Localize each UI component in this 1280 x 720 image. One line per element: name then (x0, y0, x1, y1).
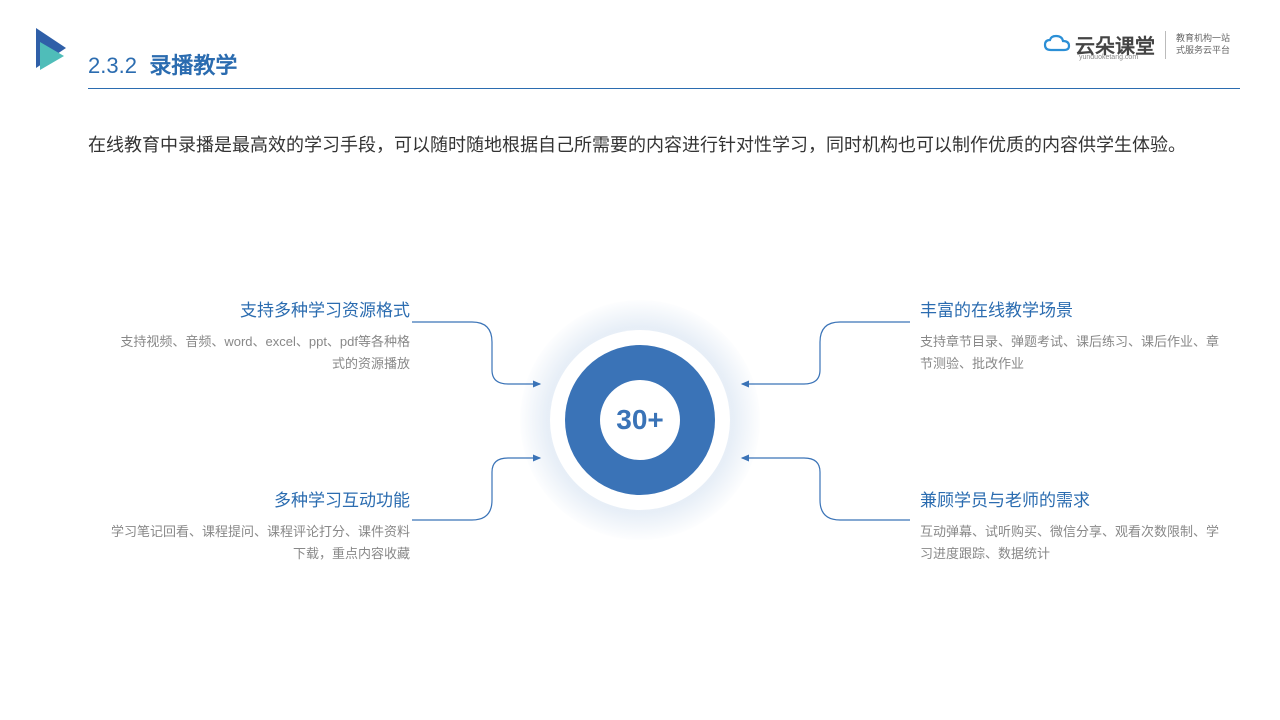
feature-top-left: 支持多种学习资源格式 支持视频、音频、word、excel、ppt、pdf等各种… (110, 296, 410, 375)
feature-bottom-right: 兼顾学员与老师的需求 互动弹幕、试听购买、微信分享、观看次数限制、学习进度跟踪、… (920, 486, 1220, 565)
center-ring: 30+ (520, 300, 760, 540)
brand-url: yunduoketang.com (1079, 54, 1138, 61)
brand-logo: 云朵课堂 yunduoketang.com 教育机构一站 式服务云平台 (1043, 30, 1236, 59)
ring-value: 30+ (616, 404, 664, 436)
tagline-line1: 教育机构一站 (1176, 33, 1230, 43)
logo-divider (1165, 31, 1166, 59)
feature-desc: 学习笔记回看、课程提问、课程评论打分、课件资料下载，重点内容收藏 (110, 521, 410, 565)
cloud-icon (1043, 34, 1071, 56)
feature-top-right: 丰富的在线教学场景 支持章节目录、弹题考试、课后练习、课后作业、章节测验、批改作… (920, 296, 1220, 375)
feature-desc: 支持视频、音频、word、excel、ppt、pdf等各种格式的资源播放 (110, 331, 410, 375)
section-number: 2.3.2 (88, 53, 137, 78)
brand-tagline: 教育机构一站 式服务云平台 (1176, 33, 1236, 56)
feature-title: 兼顾学员与老师的需求 (920, 486, 1220, 511)
section-title: 录播教学 (149, 53, 237, 78)
feature-desc: 互动弹幕、试听购买、微信分享、观看次数限制、学习进度跟踪、数据统计 (920, 521, 1220, 565)
ring-inner: 30+ (600, 380, 680, 460)
feature-bottom-left: 多种学习互动功能 学习笔记回看、课程提问、课程评论打分、课件资料下载，重点内容收… (110, 486, 410, 565)
feature-title: 支持多种学习资源格式 (110, 296, 410, 321)
feature-title: 丰富的在线教学场景 (920, 296, 1220, 321)
title-underline (88, 88, 1240, 89)
feature-desc: 支持章节目录、弹题考试、课后练习、课后作业、章节测验、批改作业 (920, 331, 1220, 375)
tagline-line2: 式服务云平台 (1176, 45, 1230, 55)
feature-title: 多种学习互动功能 (110, 486, 410, 511)
corner-play-icon (36, 28, 72, 79)
intro-paragraph: 在线教育中录播是最高效的学习手段，可以随时随地根据自己所需要的内容进行针对性学习… (88, 128, 1220, 162)
